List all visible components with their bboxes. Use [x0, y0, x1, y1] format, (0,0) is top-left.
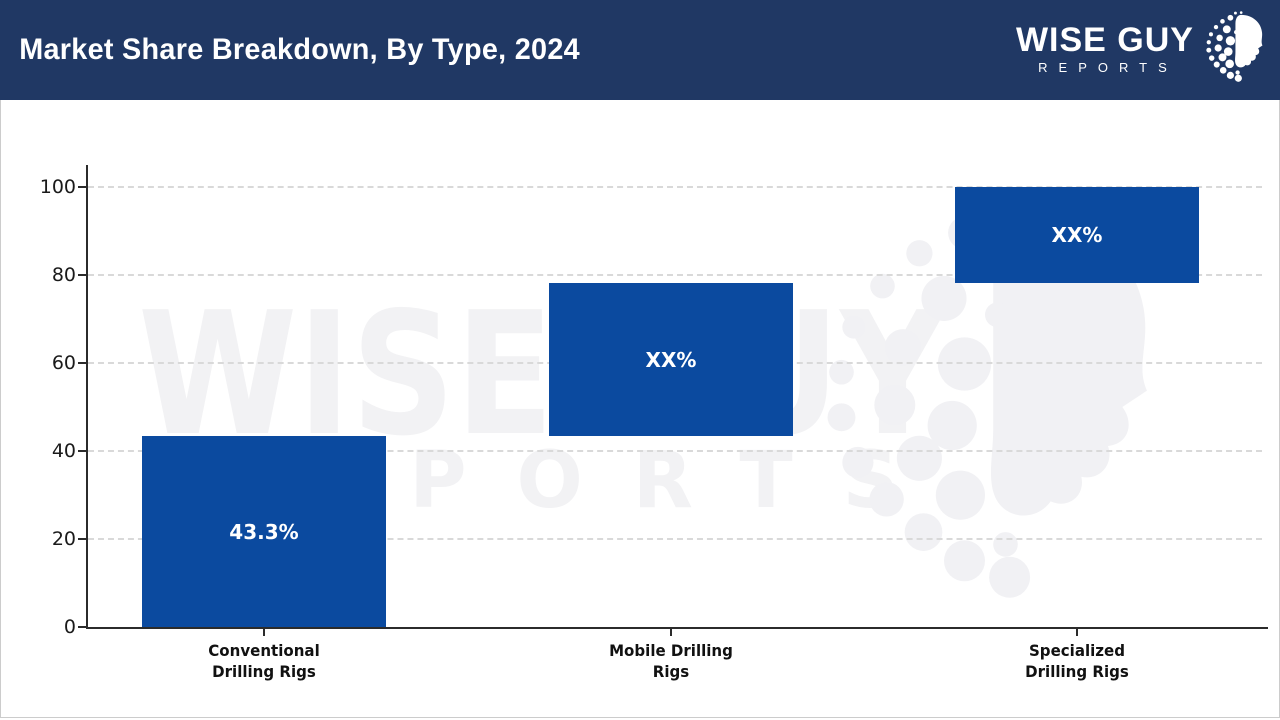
bar-value-label: XX% [1051, 222, 1103, 247]
page-border-bottom [0, 717, 1280, 718]
bar-segment-1: 43.3% [142, 436, 386, 627]
page-border-left [0, 100, 1, 718]
app-header: Market Share Breakdown, By Type, 2024 WI… [0, 0, 1280, 100]
gridline [88, 538, 1262, 540]
bar-value-label: 43.3% [229, 519, 299, 544]
brand-name: WISE GUY [1015, 20, 1194, 59]
y-axis-line [86, 165, 88, 629]
bar-value-label: XX% [645, 347, 697, 372]
watermark: WISE GUY REPORTS [0, 100, 1280, 718]
gridline [88, 274, 1262, 276]
gridline [88, 186, 1262, 188]
watermark-brand-text: WISE GUY [138, 276, 945, 474]
x-axis-line [86, 627, 1268, 629]
plot-area: 43.3% XX% XX% [88, 186, 1262, 627]
brand-logo: WISE GUY REPORTS [1016, 10, 1270, 86]
gridline [88, 450, 1262, 452]
bar-segment-3: XX% [955, 187, 1199, 283]
brand-logo-text: WISE GUY REPORTS [1016, 22, 1194, 75]
brand-face-icon [1206, 11, 1263, 82]
page-title: Market Share Breakdown, By Type, 2024 [19, 33, 580, 66]
bar-segment-2: XX% [549, 282, 793, 437]
brand-subtitle: REPORTS [1038, 59, 1178, 75]
